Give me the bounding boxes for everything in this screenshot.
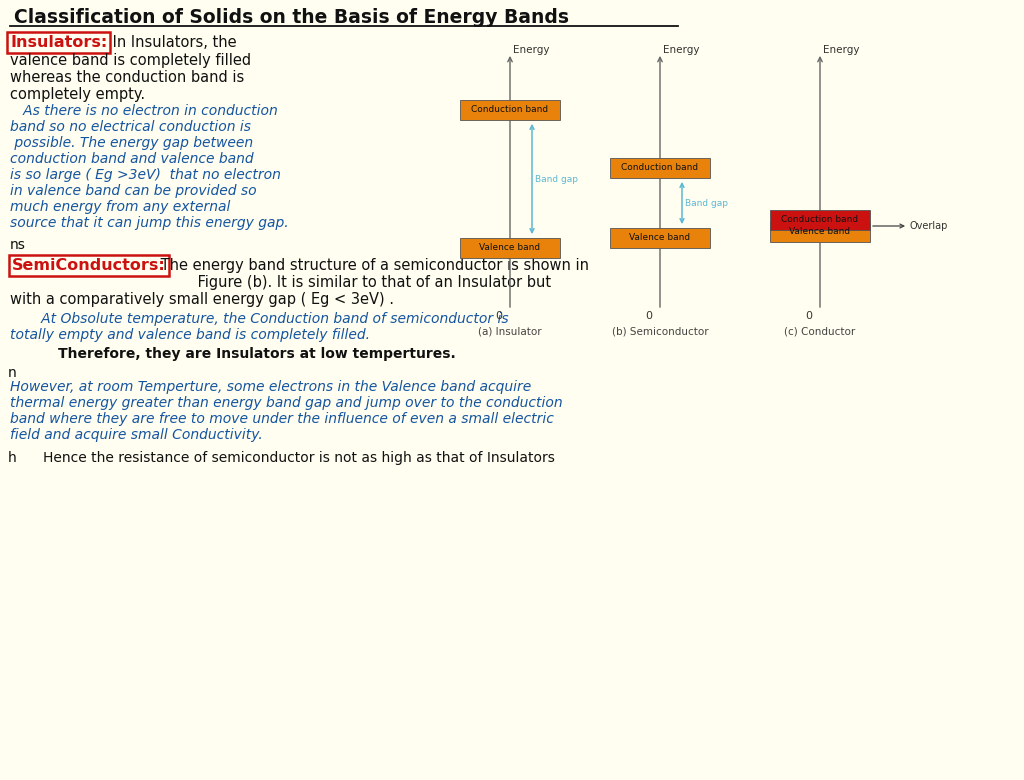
Text: Conduction band: Conduction band	[471, 105, 549, 115]
Text: Energy: Energy	[513, 45, 550, 55]
Text: conduction band and valence band: conduction band and valence band	[10, 152, 254, 166]
Text: much energy from any external: much energy from any external	[10, 200, 230, 214]
Text: 0: 0	[805, 311, 812, 321]
Text: band so no electrical conduction is: band so no electrical conduction is	[10, 120, 251, 134]
Text: totally empty and valence band is completely filled.: totally empty and valence band is comple…	[10, 328, 370, 342]
Text: The energy band structure of a semiconductor is shown in: The energy band structure of a semicondu…	[156, 258, 589, 273]
Text: Therefore, they are Insulators at low tempertures.: Therefore, they are Insulators at low te…	[58, 347, 456, 361]
Text: Band gap: Band gap	[535, 175, 578, 183]
Text: At Obsolute temperature, the Conduction band of semiconductor is: At Obsolute temperature, the Conduction …	[28, 312, 509, 326]
Text: Valence band: Valence band	[790, 228, 851, 236]
Text: Valence band: Valence band	[479, 243, 541, 253]
Text: As there is no electron in conduction: As there is no electron in conduction	[10, 104, 278, 118]
Text: SemiConductors:: SemiConductors:	[12, 258, 166, 273]
Text: field and acquire small Conductivity.: field and acquire small Conductivity.	[10, 428, 263, 442]
Text: Insulators:: Insulators:	[10, 35, 108, 50]
Text: Figure (b). It is similar to that of an Insulator but: Figure (b). It is similar to that of an …	[156, 275, 551, 290]
Text: with a comparatively small energy gap ( Eg < 3eV) .: with a comparatively small energy gap ( …	[10, 292, 394, 307]
Text: h      Hence the resistance of semiconductor is not as high as that of Insulator: h Hence the resistance of semiconductor …	[8, 451, 555, 465]
Text: n: n	[8, 366, 16, 380]
Bar	[460, 238, 560, 258]
Bar	[610, 228, 710, 248]
Bar	[770, 210, 870, 230]
Text: possible. The energy gap between: possible. The energy gap between	[10, 136, 253, 150]
Text: (c) Conductor: (c) Conductor	[784, 326, 856, 336]
Text: valence band is completely filled: valence band is completely filled	[10, 53, 251, 68]
Text: is so large ( Eg >3eV)  that no electron: is so large ( Eg >3eV) that no electron	[10, 168, 281, 182]
Text: 0: 0	[495, 311, 502, 321]
Bar	[460, 100, 560, 120]
Text: completely empty.: completely empty.	[10, 87, 145, 102]
Text: Overlap: Overlap	[910, 221, 948, 231]
Text: Valence band: Valence band	[630, 233, 690, 243]
Bar	[610, 158, 710, 178]
Text: 0: 0	[645, 311, 652, 321]
Text: in valence band can be provided so: in valence band can be provided so	[10, 184, 257, 198]
Text: ns: ns	[10, 238, 26, 252]
Text: band where they are free to move under the influence of even a small electric: band where they are free to move under t…	[10, 412, 554, 426]
Text: Classification of Solids on the Basis of Energy Bands: Classification of Solids on the Basis of…	[14, 8, 569, 27]
Text: In Insulators, the: In Insulators, the	[108, 35, 237, 50]
Text: Band gap: Band gap	[685, 198, 728, 207]
Bar	[770, 222, 870, 242]
Text: whereas the conduction band is: whereas the conduction band is	[10, 70, 245, 85]
Text: Conduction band: Conduction band	[781, 215, 858, 225]
Text: Conduction band: Conduction band	[622, 164, 698, 172]
Text: thermal energy greater than energy band gap and jump over to the conduction: thermal energy greater than energy band …	[10, 396, 562, 410]
Text: source that it can jump this energy gap.: source that it can jump this energy gap.	[10, 216, 289, 230]
Text: (b) Semiconductor: (b) Semiconductor	[611, 326, 709, 336]
Text: (a) Insulator: (a) Insulator	[478, 326, 542, 336]
Text: Energy: Energy	[823, 45, 859, 55]
Text: However, at room Temperture, some electrons in the Valence band acquire: However, at room Temperture, some electr…	[10, 380, 531, 394]
Text: Energy: Energy	[663, 45, 699, 55]
